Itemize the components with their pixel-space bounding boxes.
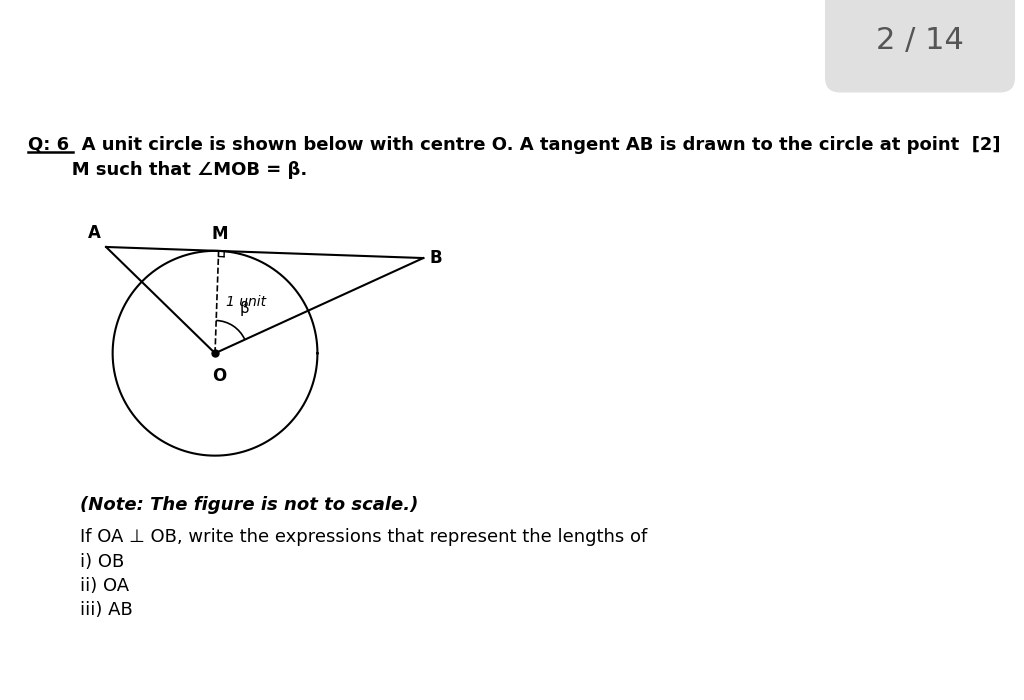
Text: Q: 6  A unit circle is shown below with centre O. A tangent AB is drawn to the c: Q: 6 A unit circle is shown below with c… [28, 136, 1000, 154]
FancyBboxPatch shape [825, 0, 1015, 92]
Text: M: M [211, 225, 228, 243]
Text: iii) AB: iii) AB [80, 601, 133, 619]
Text: β: β [240, 302, 250, 316]
Text: 1 unit: 1 unit [226, 295, 266, 309]
Text: A: A [88, 224, 101, 242]
Text: 2 / 14: 2 / 14 [877, 25, 964, 55]
Text: B: B [429, 249, 442, 267]
Text: M such that ∠MOB = β.: M such that ∠MOB = β. [28, 161, 307, 179]
Text: ii) OA: ii) OA [80, 577, 129, 595]
Text: If OA ⊥ OB, write the expressions that represent the lengths of: If OA ⊥ OB, write the expressions that r… [80, 528, 647, 546]
Text: (Note: The figure is not to scale.): (Note: The figure is not to scale.) [80, 496, 419, 514]
Text: O: O [212, 367, 226, 384]
Text: i) OB: i) OB [80, 553, 124, 571]
